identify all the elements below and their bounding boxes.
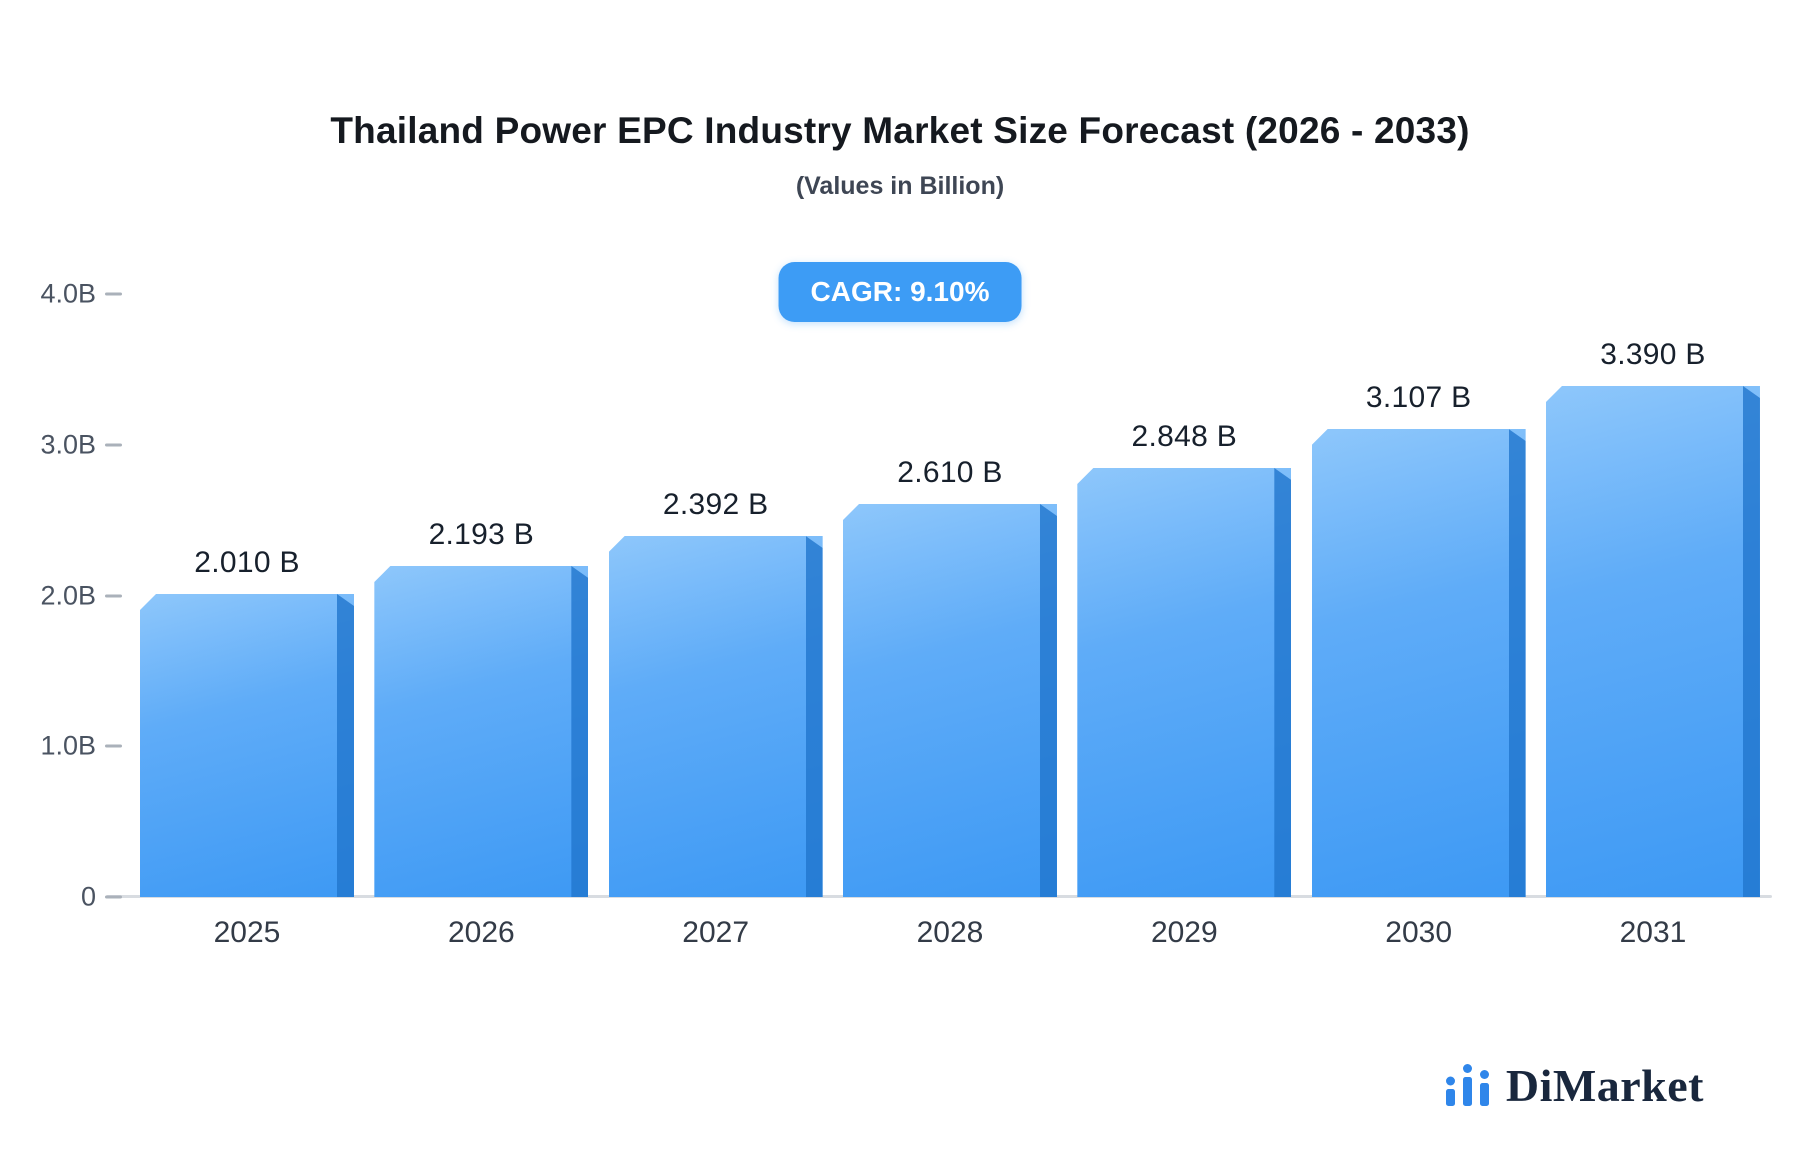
- bar-2028: [842, 504, 1057, 897]
- bar-group: 2.193 B: [374, 518, 589, 897]
- y-axis-tick-mark: [105, 443, 122, 447]
- bar-2031: [1545, 386, 1760, 897]
- cagr-badge: CAGR: 9.10%: [778, 262, 1022, 322]
- bar-2029: [1077, 468, 1292, 897]
- bar-value-label: 2.392 B: [662, 488, 769, 521]
- y-axis-label: 3.0B: [40, 429, 96, 460]
- chart-title: Thailand Power EPC Industry Market Size …: [330, 110, 1470, 151]
- x-axis-label: 2029: [1150, 916, 1218, 949]
- x-axis-label: 2030: [1385, 916, 1453, 949]
- y-axis-label: 4.0B: [40, 278, 96, 309]
- chart-subtitle: (Values in Billion): [795, 172, 1005, 200]
- bar-group: 2.392 B: [608, 488, 823, 897]
- bar-value-label: 2.848 B: [1131, 420, 1238, 453]
- dimarket-logo-icon: [1445, 1063, 1489, 1106]
- x-labels: 2025 2026 2027 2028 2029 2030 2031: [140, 916, 1760, 950]
- bars: 2.010 B 2.193 B 2.392 B 2.610 B 2.848 B 3.107…: [140, 294, 1760, 897]
- y-axis-tick: 3.0B: [0, 429, 122, 460]
- bar-value-label: 3.390 B: [1600, 338, 1706, 371]
- bar-value-label: 2.193 B: [428, 518, 535, 551]
- y-axis-tick-mark: [105, 594, 122, 597]
- y-axis-tick: 4.0B: [0, 279, 122, 310]
- y-axis-tick: 1.0B: [0, 731, 122, 762]
- dimarket-logo-text: DiMarket: [1505, 1060, 1704, 1111]
- y-axis-tick-mark: [105, 895, 122, 899]
- bar-group: 2.610 B: [842, 456, 1057, 897]
- bar-group: 2.848 B: [1077, 420, 1292, 897]
- bar-value-label: 2.610 B: [897, 456, 1003, 489]
- y-axis-label: 0: [80, 881, 96, 912]
- bar-group: 3.390 B: [1545, 338, 1760, 897]
- bar-2025: [140, 594, 354, 897]
- x-axis-label: 2028: [916, 916, 984, 949]
- bar-value-label: 2.010 B: [194, 546, 300, 579]
- y-axis-tick-mark: [105, 744, 122, 748]
- dimarket-logo: DiMarket: [1442, 1059, 1704, 1112]
- y-axis-label: 1.0B: [40, 730, 96, 761]
- bar-2026: [374, 566, 589, 897]
- bar-group: 2.010 B: [140, 546, 354, 897]
- bar-2027: [608, 536, 823, 897]
- x-axis-label: 2025: [213, 916, 281, 949]
- y-axis-tick-mark: [105, 292, 122, 296]
- x-axis-label: 2031: [1619, 916, 1687, 949]
- y-axis-label: 2.0B: [40, 580, 96, 610]
- x-axis-label: 2026: [447, 916, 515, 949]
- y-axis-tick: 0: [0, 882, 122, 913]
- bar-group: 3.107 B: [1311, 381, 1526, 897]
- y-axis-tick: 2.0B: [0, 580, 122, 611]
- bar-value-label: 3.107 B: [1365, 381, 1472, 414]
- bar-2030: [1311, 429, 1526, 897]
- x-axis-label: 2027: [682, 916, 750, 949]
